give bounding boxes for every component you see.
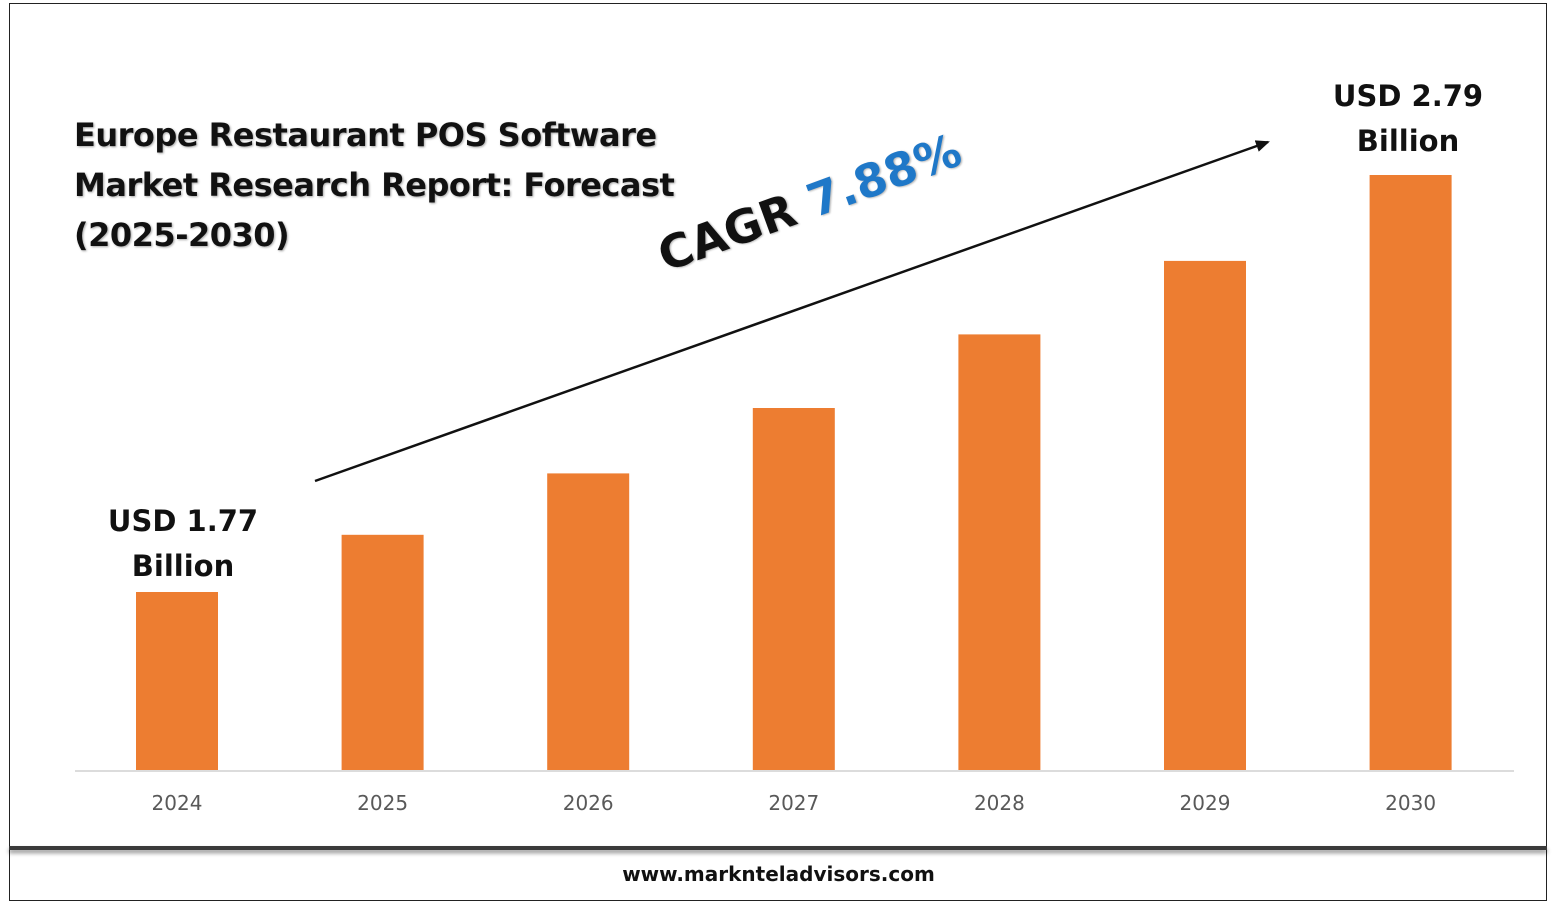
x-tick-label-2030: 2030 xyxy=(1385,791,1436,815)
end-value-callout: USD 2.79 Billion xyxy=(1298,74,1518,164)
x-tick-label-2029: 2029 xyxy=(1180,791,1231,815)
bar-2025 xyxy=(341,534,424,770)
bar-2028 xyxy=(958,334,1041,770)
growth-arrow xyxy=(314,140,1270,483)
bar-2029 xyxy=(1164,260,1246,770)
x-tick-labels: 2024 2025 2026 2027 2028 2029 2030 xyxy=(152,791,1437,815)
bar-2030 xyxy=(1369,175,1452,770)
footer-divider xyxy=(9,846,1547,850)
start-value-unit: Billion xyxy=(131,549,235,583)
end-value-unit: Billion xyxy=(1356,124,1460,158)
bars-group xyxy=(136,175,1452,770)
x-tick-label-2026: 2026 xyxy=(563,791,614,815)
bar-2026 xyxy=(547,473,630,770)
bar-2027 xyxy=(752,408,835,770)
bar-2024 xyxy=(136,592,218,770)
footer-website: www.marknteladvisors.com xyxy=(622,862,935,886)
end-value-amount: USD 2.79 xyxy=(1332,79,1484,113)
start-value-callout: USD 1.77 Billion xyxy=(73,499,293,589)
x-tick-label-2027: 2027 xyxy=(768,791,819,815)
chart-title: Europe Restaurant POS Software Market Re… xyxy=(74,116,675,254)
start-value-amount: USD 1.77 xyxy=(107,504,259,538)
x-tick-label-2025: 2025 xyxy=(357,791,408,815)
x-tick-label-2028: 2028 xyxy=(974,791,1025,815)
x-tick-label-2024: 2024 xyxy=(152,791,203,815)
